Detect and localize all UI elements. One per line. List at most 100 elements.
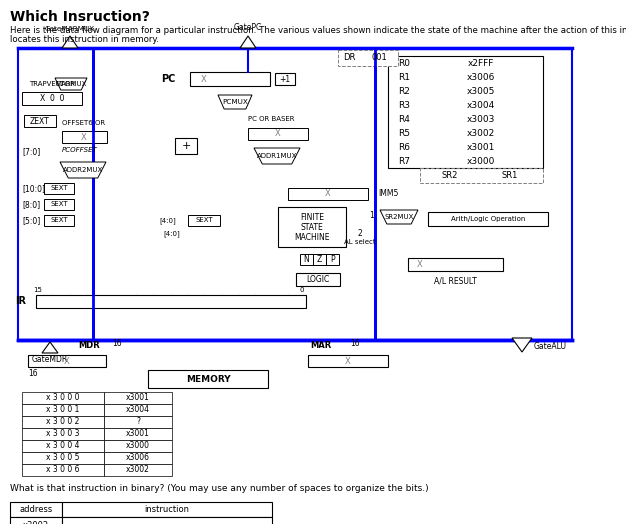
Bar bbox=[300, 254, 313, 265]
Bar bbox=[24, 115, 56, 127]
Text: X: X bbox=[325, 190, 331, 199]
Text: MEMORY: MEMORY bbox=[186, 375, 230, 384]
Text: X: X bbox=[417, 260, 423, 269]
Text: PCOFFSET: PCOFFSET bbox=[62, 147, 98, 153]
Bar bbox=[288, 188, 368, 200]
Text: [10:0]: [10:0] bbox=[22, 184, 45, 193]
Bar bbox=[104, 428, 172, 440]
Text: x 3 0 0 2: x 3 0 0 2 bbox=[46, 418, 80, 427]
Bar bbox=[28, 355, 106, 367]
Bar bbox=[275, 73, 295, 85]
Text: SEXT: SEXT bbox=[195, 217, 213, 224]
Text: x3002: x3002 bbox=[23, 521, 49, 524]
Text: +: + bbox=[182, 141, 191, 151]
Text: [8:0]: [8:0] bbox=[22, 200, 40, 209]
Bar bbox=[22, 416, 104, 428]
Bar bbox=[22, 392, 104, 404]
Text: SEXT: SEXT bbox=[50, 201, 68, 207]
Polygon shape bbox=[62, 36, 78, 48]
Bar bbox=[10, 502, 62, 517]
Text: R0: R0 bbox=[398, 59, 410, 68]
Text: FINITE: FINITE bbox=[300, 213, 324, 222]
Text: X: X bbox=[64, 356, 70, 366]
Bar bbox=[104, 452, 172, 464]
Bar bbox=[104, 464, 172, 476]
Polygon shape bbox=[42, 342, 58, 353]
Bar bbox=[44, 215, 74, 226]
Text: MDR: MDR bbox=[78, 342, 100, 351]
Bar bbox=[44, 199, 74, 210]
Text: x3004: x3004 bbox=[467, 101, 495, 110]
Text: X  0  0: X 0 0 bbox=[39, 94, 64, 103]
Text: x3004: x3004 bbox=[126, 406, 150, 414]
Text: R5: R5 bbox=[398, 128, 410, 137]
Bar bbox=[104, 416, 172, 428]
Bar bbox=[296, 273, 340, 286]
Text: x 3 0 0 3: x 3 0 0 3 bbox=[46, 430, 80, 439]
Bar bbox=[22, 464, 104, 476]
Text: x3002: x3002 bbox=[126, 465, 150, 475]
Text: What is that instruction in binary? (You may use any number of spaces to organiz: What is that instruction in binary? (You… bbox=[10, 484, 429, 493]
Bar bbox=[22, 92, 82, 105]
Text: X: X bbox=[81, 133, 87, 141]
Text: N: N bbox=[304, 255, 309, 264]
Bar bbox=[308, 355, 388, 367]
Text: locates this instruction in memory.: locates this instruction in memory. bbox=[10, 35, 159, 44]
Text: GateMARMUX: GateMARMUX bbox=[45, 26, 95, 32]
Text: Which Insruction?: Which Insruction? bbox=[10, 10, 150, 24]
Polygon shape bbox=[240, 36, 256, 48]
Text: x 3 0 0 1: x 3 0 0 1 bbox=[46, 406, 80, 414]
Bar bbox=[188, 215, 220, 226]
Text: R2: R2 bbox=[398, 86, 410, 95]
Text: R4: R4 bbox=[398, 115, 410, 124]
Text: x3005: x3005 bbox=[467, 86, 495, 95]
Text: IMM5: IMM5 bbox=[378, 190, 398, 199]
Bar bbox=[408, 258, 503, 271]
Text: Z: Z bbox=[317, 255, 322, 264]
Bar bbox=[175, 138, 197, 154]
Text: 16: 16 bbox=[350, 340, 359, 348]
Bar bbox=[428, 212, 548, 226]
Text: 1: 1 bbox=[369, 211, 374, 220]
Bar bbox=[10, 517, 62, 524]
Bar bbox=[18, 48, 572, 340]
Text: +1: +1 bbox=[279, 74, 290, 83]
Polygon shape bbox=[254, 148, 300, 164]
Text: Here is the data flow diagram for a particular instruction. The various values s: Here is the data flow diagram for a part… bbox=[10, 26, 626, 35]
Text: ADDR1MUX: ADDR1MUX bbox=[257, 153, 297, 159]
Text: STATE: STATE bbox=[300, 223, 324, 232]
Text: x 3 0 0 5: x 3 0 0 5 bbox=[46, 453, 80, 463]
Bar bbox=[22, 452, 104, 464]
Bar bbox=[326, 254, 339, 265]
Bar bbox=[104, 440, 172, 452]
Text: x3003: x3003 bbox=[467, 115, 495, 124]
Text: MAR: MAR bbox=[310, 342, 331, 351]
Text: R6: R6 bbox=[398, 143, 410, 151]
Text: x 3 0 0 4: x 3 0 0 4 bbox=[46, 442, 80, 451]
Bar bbox=[104, 392, 172, 404]
Text: R7: R7 bbox=[398, 157, 410, 166]
Bar bbox=[248, 128, 308, 140]
Text: SR2MUX: SR2MUX bbox=[384, 214, 414, 220]
Text: [7:0]: [7:0] bbox=[22, 147, 40, 156]
Bar bbox=[278, 207, 346, 247]
Text: AL select: AL select bbox=[344, 239, 376, 245]
Text: Arith/Logic Operation: Arith/Logic Operation bbox=[451, 216, 525, 222]
Text: OFFSET6 OR: OFFSET6 OR bbox=[62, 120, 105, 126]
Bar bbox=[36, 295, 306, 308]
Text: 16: 16 bbox=[28, 369, 38, 378]
Text: DR: DR bbox=[343, 53, 355, 62]
Polygon shape bbox=[60, 162, 106, 178]
Text: [5:0]: [5:0] bbox=[22, 216, 40, 225]
Polygon shape bbox=[380, 210, 418, 224]
Text: PCMUX: PCMUX bbox=[222, 99, 248, 105]
Text: [4:0]: [4:0] bbox=[163, 230, 180, 237]
Bar bbox=[388, 56, 543, 168]
Polygon shape bbox=[512, 338, 532, 352]
Bar bbox=[420, 168, 543, 183]
Text: GateMDR: GateMDR bbox=[32, 355, 68, 364]
Text: X: X bbox=[201, 74, 207, 83]
Bar bbox=[62, 517, 272, 524]
Text: x3000: x3000 bbox=[126, 442, 150, 451]
Text: X: X bbox=[275, 129, 281, 138]
